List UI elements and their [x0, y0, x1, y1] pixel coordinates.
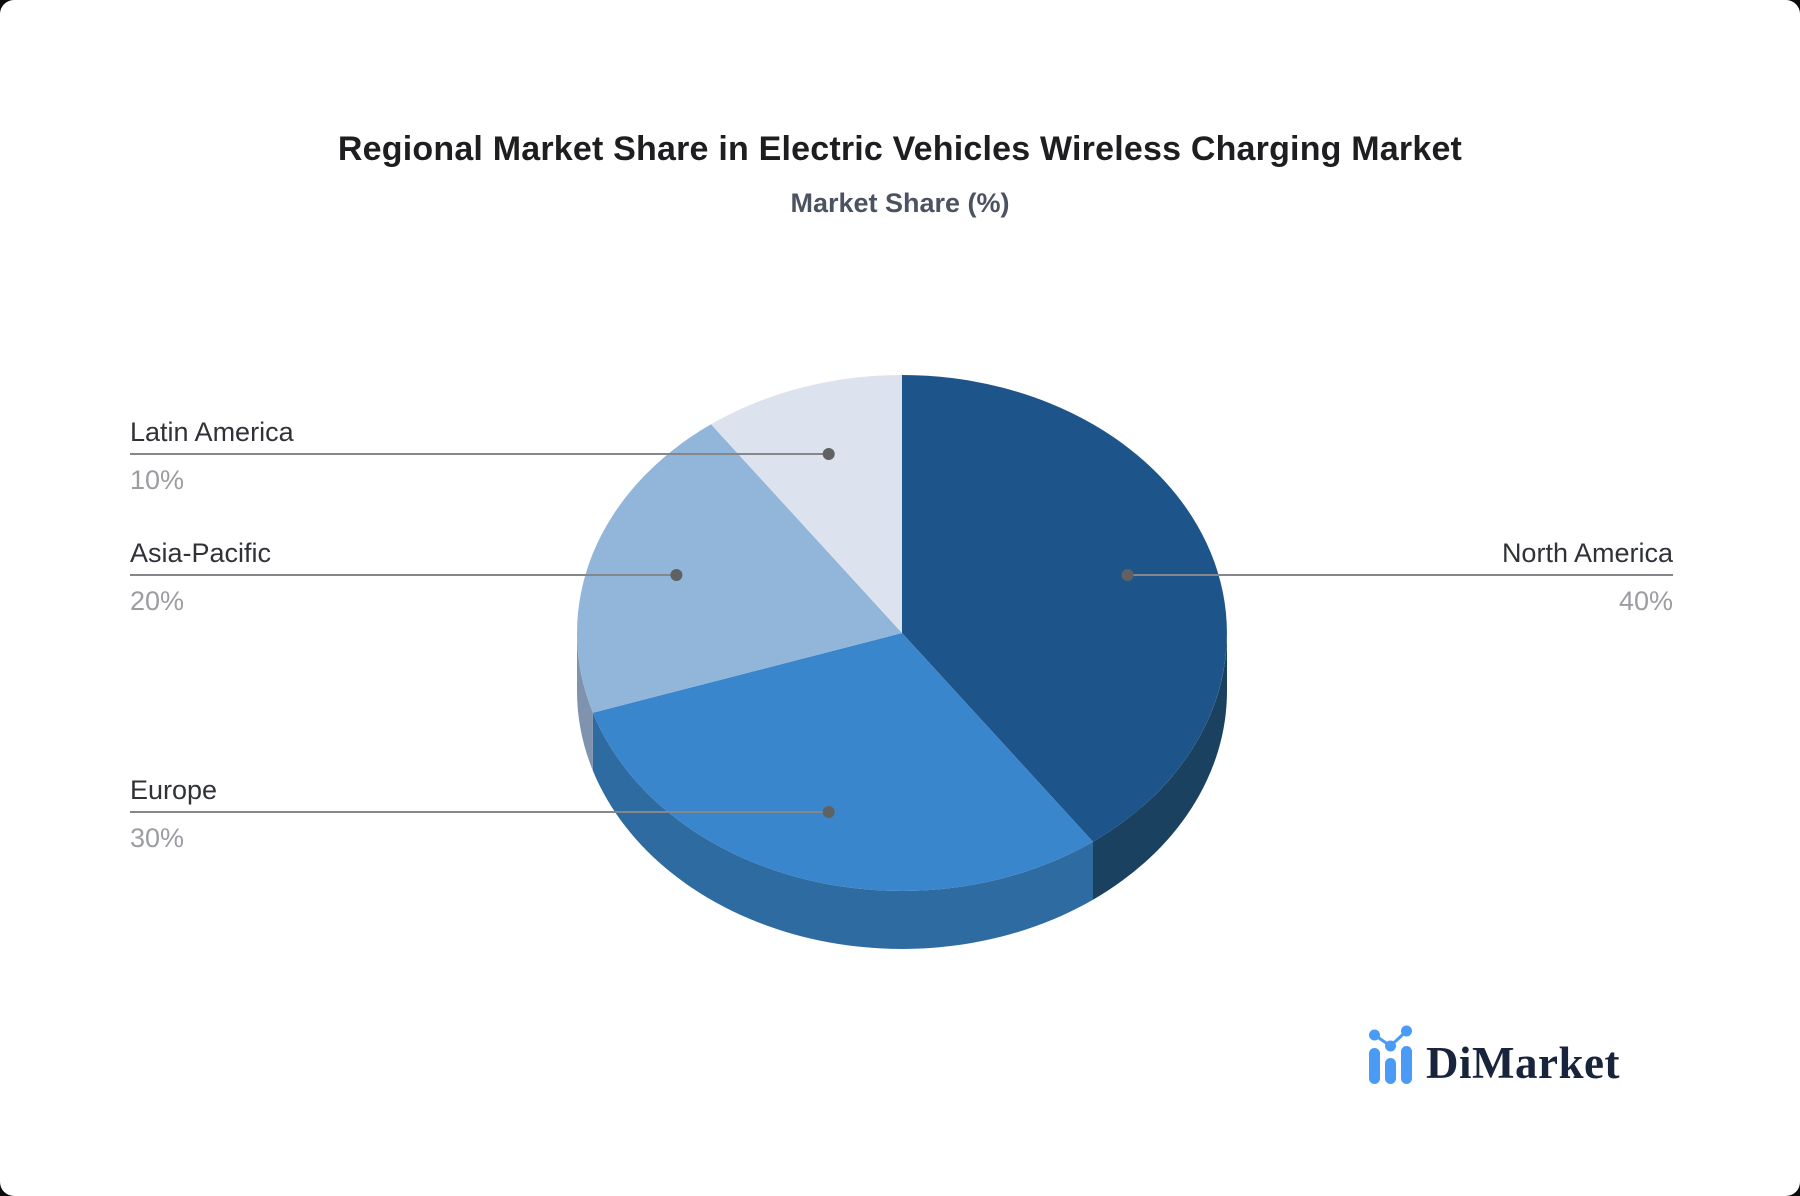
slice-label-europe: Europe: [130, 775, 218, 805]
pie-slice-latin-america: [711, 375, 902, 633]
pie-side-europe: [592, 712, 1093, 949]
leader-dot-latin-america: [822, 448, 835, 460]
pie-side-asia-pacific: [577, 633, 593, 771]
leader-dot-north-america: [1121, 569, 1134, 581]
pie-slice-asia-pacific: [577, 424, 902, 713]
slice-label-north-america: North America: [1501, 538, 1673, 568]
slice-value-latin-america: 10%: [130, 465, 185, 495]
pie-slice-europe: [592, 633, 1093, 891]
slice-value-north-america: 40%: [1618, 586, 1673, 616]
logo-text: DiMarket: [1426, 1038, 1620, 1088]
slice-label-latin-america: Latin America: [130, 417, 294, 447]
slice-label-asia-pacific: Asia-Pacific: [130, 538, 272, 568]
slice-value-europe: 30%: [130, 823, 185, 853]
dimarket-logo: DiMarket: [1367, 1022, 1620, 1086]
chart-subtitle: Market Share (%): [790, 188, 1010, 218]
pie-side-north-america: [1093, 633, 1227, 900]
slice-value-asia-pacific: 20%: [130, 586, 185, 616]
chart-title: Regional Market Share in Electric Vehicl…: [337, 130, 1463, 168]
leader-dot-asia-pacific: [670, 569, 683, 581]
bar-line-chart-icon: [1369, 1025, 1412, 1084]
leader-dot-europe: [822, 806, 835, 818]
pie-slice-north-america: [902, 375, 1227, 842]
